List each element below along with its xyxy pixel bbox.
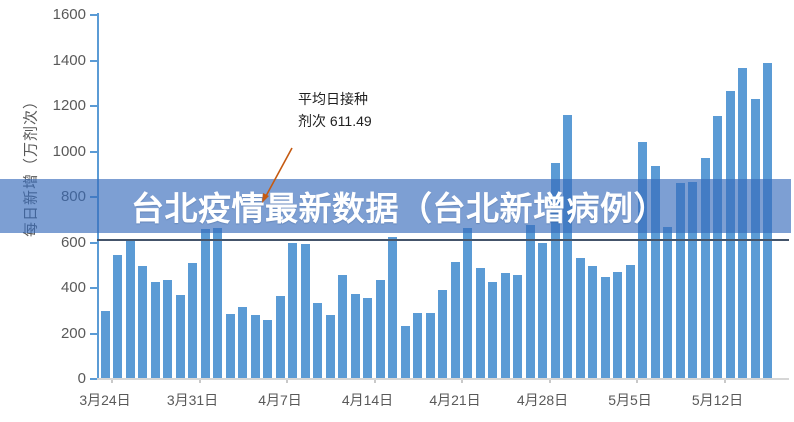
bar[interactable] <box>625 265 635 379</box>
x-axis-tick-label: 4月28日 <box>516 392 569 408</box>
y-axis-tick-mark <box>90 14 97 16</box>
annotation-label: 平均日接种 剂次 611.49 <box>298 88 372 132</box>
bar[interactable] <box>663 226 672 379</box>
y-axis-tick-label: 1200 <box>52 97 86 114</box>
bar[interactable] <box>638 142 647 379</box>
average-line <box>97 239 789 241</box>
bar[interactable] <box>300 243 310 379</box>
bar[interactable] <box>288 242 297 379</box>
y-axis-tick-mark <box>90 150 97 153</box>
bar[interactable] <box>725 91 735 379</box>
bar[interactable] <box>700 158 710 379</box>
x-axis-tick-mark <box>636 379 638 383</box>
bar[interactable] <box>475 267 485 379</box>
y-axis-tick-label: 1000 <box>52 142 86 160</box>
y-axis-tick-label: 0 <box>77 370 86 387</box>
bar[interactable] <box>213 227 222 379</box>
bar[interactable] <box>450 261 460 379</box>
bar[interactable] <box>100 310 110 379</box>
bar[interactable] <box>525 225 535 379</box>
bar[interactable] <box>188 262 197 379</box>
y-axis-tick-mark <box>90 332 97 335</box>
bar[interactable] <box>650 166 660 379</box>
bar[interactable] <box>238 307 247 379</box>
bar[interactable] <box>438 290 447 379</box>
bar[interactable] <box>200 228 210 379</box>
bar[interactable] <box>150 282 160 379</box>
title-overlay-banner: 台北疫情最新数据（台北新增病例） <box>0 179 791 233</box>
bar[interactable] <box>250 315 260 379</box>
page-title: 台北疫情最新数据（台北新增病例） <box>131 190 667 227</box>
bar[interactable] <box>588 266 597 379</box>
x-axis-tick-mark <box>548 379 551 383</box>
bar[interactable] <box>513 275 522 379</box>
bar[interactable] <box>400 325 410 379</box>
y-axis-tick-label: 1600 <box>52 6 86 23</box>
x-axis-tick-label: 3月24日 <box>79 392 131 408</box>
y-axis-tick-label: 400 <box>60 279 86 296</box>
bar[interactable] <box>575 258 585 379</box>
bar[interactable] <box>500 273 510 379</box>
bar[interactable] <box>688 182 697 379</box>
x-axis-line <box>97 378 789 380</box>
y-axis-tick-mark <box>90 105 97 107</box>
x-axis-tick-mark <box>198 379 201 383</box>
bar[interactable] <box>488 282 497 379</box>
x-axis-tick-label: 5月5日 <box>608 392 652 408</box>
bar[interactable] <box>388 236 397 379</box>
x-axis-tick-mark <box>373 379 376 383</box>
x-axis-tick-label: 3月31日 <box>166 392 219 408</box>
bar[interactable] <box>463 227 472 379</box>
y-axis-tick-label: 200 <box>60 324 86 342</box>
bar[interactable] <box>113 255 122 379</box>
y-axis-tick-label: 600 <box>60 233 86 251</box>
x-axis-tick-label: 4月14日 <box>341 392 394 408</box>
bar[interactable] <box>275 295 285 379</box>
bar[interactable] <box>600 276 610 379</box>
y-axis-tick-mark <box>90 287 97 289</box>
bar[interactable] <box>675 183 685 379</box>
y-axis-tick-mark <box>90 241 97 244</box>
bar[interactable] <box>225 314 235 379</box>
x-axis-tick-mark <box>723 379 726 383</box>
bar[interactable] <box>138 266 147 379</box>
bar[interactable] <box>613 272 622 379</box>
x-axis-tick-label: 5月12日 <box>691 392 744 408</box>
y-axis-tick-mark <box>90 59 97 62</box>
x-axis-tick-label: 4月21日 <box>429 392 481 408</box>
x-axis-tick-label: 4月7日 <box>258 392 302 408</box>
bar[interactable] <box>350 293 360 379</box>
bar[interactable] <box>363 298 372 379</box>
bar[interactable] <box>413 313 422 379</box>
bar[interactable] <box>175 294 185 379</box>
bar[interactable] <box>375 280 385 379</box>
y-axis-tick-mark <box>90 378 97 380</box>
bar[interactable] <box>313 302 322 379</box>
bar[interactable] <box>713 116 722 379</box>
x-axis-tick-mark <box>111 379 113 383</box>
bar[interactable] <box>338 275 347 379</box>
bar[interactable] <box>325 315 335 379</box>
annotation-line1: 平均日接种 <box>298 91 368 107</box>
bar[interactable] <box>125 241 135 379</box>
bar[interactable] <box>538 242 547 379</box>
bar[interactable] <box>563 115 572 379</box>
x-axis-tick-mark <box>461 379 463 383</box>
x-axis-tick-mark <box>286 379 288 383</box>
bar[interactable] <box>425 313 435 379</box>
bar[interactable] <box>263 319 272 379</box>
bar[interactable] <box>550 162 560 379</box>
annotation-line2: 剂次 611.49 <box>298 113 372 129</box>
y-axis-tick-label: 1400 <box>52 51 86 69</box>
bar[interactable] <box>163 280 172 379</box>
